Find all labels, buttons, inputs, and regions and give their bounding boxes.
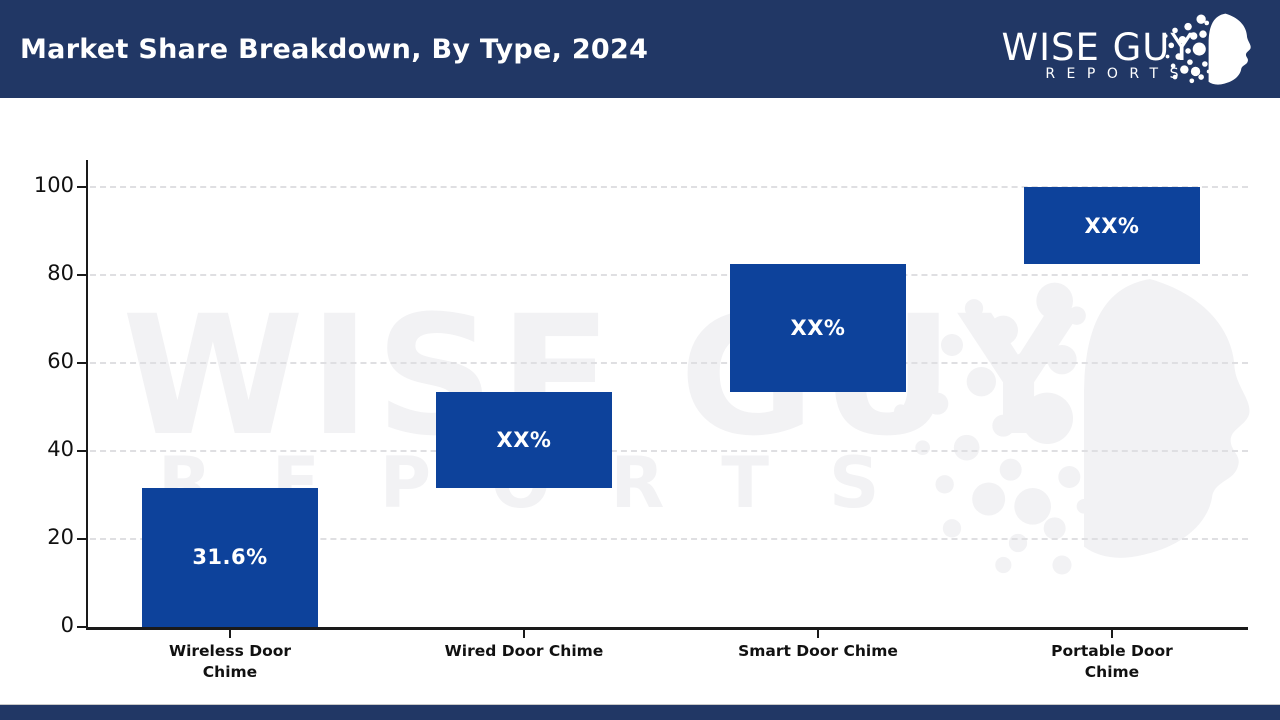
y-axis-line [86,160,88,629]
bar-label-wired-door-chime: XX% [496,427,552,452]
logo-dotted-face-icon [1144,8,1262,92]
y-tick-20 [77,538,87,540]
y-tick-60 [77,362,87,364]
x-tick-portable-door-chime [1111,630,1113,638]
y-tick-0 [77,626,87,628]
y-tick-label-100: 100 [33,173,74,197]
watermark-dotted-face-icon [842,218,1280,626]
gridline-100 [90,186,1248,188]
logo-reports-text: REPORTS [1045,66,1190,82]
y-tick-label-20: 20 [47,525,74,549]
x-tick-wired-door-chime [523,630,525,638]
logo-wiseguy-text: WISE GUY [1001,26,1194,69]
footer-bar [0,704,1280,720]
header-bar: Market Share Breakdown, By Type, 2024 [0,0,1280,98]
x-axis-line [86,627,1248,630]
bar-wireless-door-chime: 31.6% [142,487,318,627]
bar-wired-door-chime: XX% [436,391,612,488]
page-title: Market Share Breakdown, By Type, 2024 [20,34,649,65]
x-tick-smart-door-chime [817,630,819,638]
y-tick-label-60: 60 [47,349,74,373]
bar-label-portable-door-chime: XX% [1084,213,1140,238]
gridline-40 [90,450,1248,452]
y-tick-100 [77,186,87,188]
bar-label-smart-door-chime: XX% [790,315,846,340]
x-tick-label-smart-door-chime: Smart Door Chime [738,642,898,660]
x-tick-label-wired-door-chime: Wired Door Chime [444,642,604,660]
bar-smart-door-chime: XX% [730,264,906,392]
x-tick-wireless-door-chime [229,630,231,638]
x-tick-label-portable-door-chime: Portable Door Chime [1051,642,1173,681]
y-tick-label-0: 0 [60,613,74,637]
gridline-20 [90,538,1248,540]
wise-guy-reports-logo: WISE GUY REPORTS [1002,6,1262,92]
gridline-80 [90,274,1248,276]
x-tick-label-wireless-door-chime: Wireless Door Chime [168,642,292,681]
y-tick-80 [77,274,87,276]
y-tick-40 [77,450,87,452]
gridline-60 [90,362,1248,364]
bar-portable-door-chime: XX% [1024,187,1200,264]
y-tick-label-80: 80 [47,261,74,285]
y-tick-label-40: 40 [47,437,74,461]
bar-label-wireless-door-chime: 31.6% [192,545,268,570]
